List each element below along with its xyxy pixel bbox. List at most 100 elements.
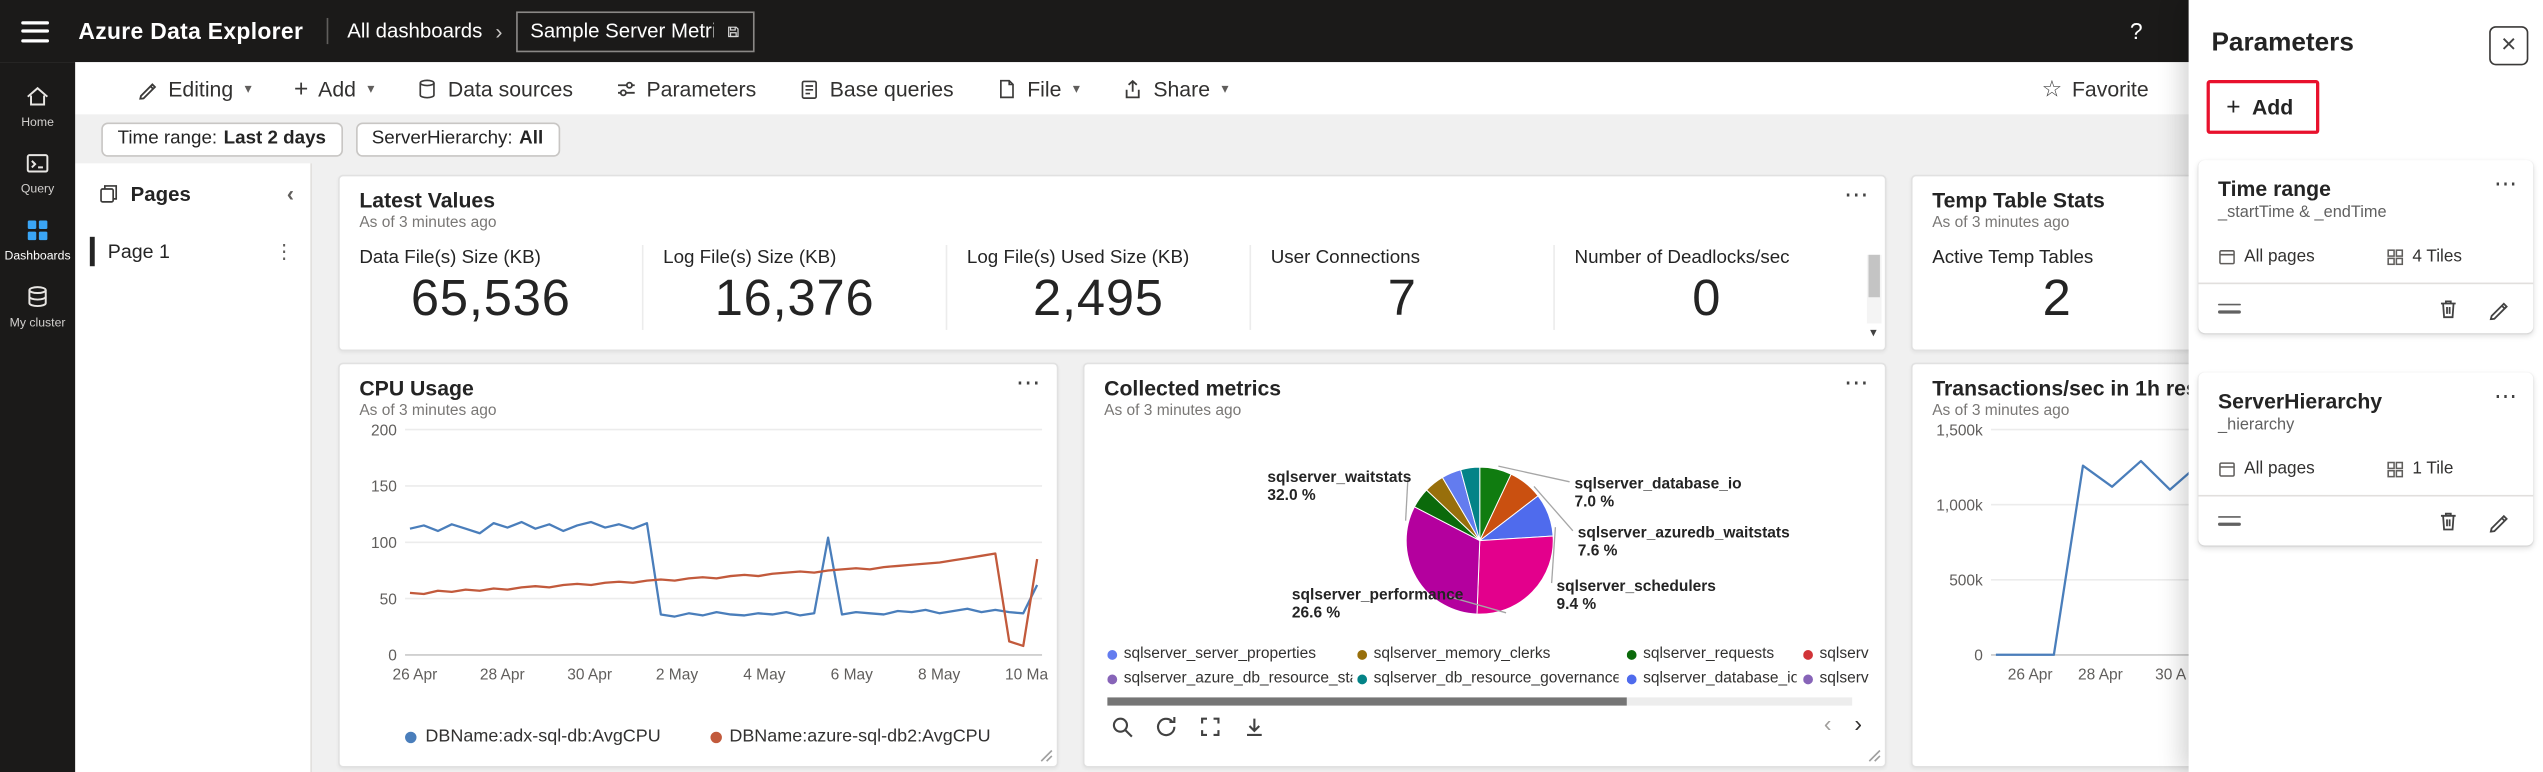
page-prev-icon[interactable]: ‹ — [1823, 710, 1832, 737]
help-button[interactable]: ? — [2129, 17, 2143, 45]
legend-label: DBName:azure-sql-db2:AvgCPU — [729, 726, 991, 747]
svg-text:sqlserver_waitstats: sqlserver_waitstats — [1267, 469, 1411, 486]
svg-text:30 A: 30 A — [2155, 666, 2187, 683]
collapse-pages-icon[interactable]: ‹ — [286, 181, 294, 206]
parameter-variables: _startTime & _endTime — [2218, 204, 2387, 223]
file-menu-button[interactable]: File ▾ — [996, 76, 1080, 100]
close-icon: × — [2501, 31, 2517, 59]
tile-resize-handle[interactable] — [1039, 748, 1054, 763]
metric-label: Log File(s) Used Size (KB) — [966, 248, 1190, 268]
page-next-icon[interactable]: › — [1854, 710, 1862, 737]
filter-chip-time-range[interactable]: Time range: Last 2 days — [101, 121, 343, 156]
add-parameter-label: Add — [2251, 94, 2294, 120]
tile-resize-handle[interactable] — [1867, 748, 1882, 763]
hamburger-menu-icon[interactable] — [21, 20, 49, 42]
svg-text:0: 0 — [1974, 648, 1983, 665]
metric-label: Data File(s) Size (KB) — [359, 248, 541, 268]
parameter-card-time-range: Time range _startTime & _endTime ⋯ All p… — [2198, 160, 2534, 334]
parameter-meta: All pages 4 Tiles — [2218, 247, 2514, 266]
legend-label: sqlserver_server_properties — [1123, 645, 1317, 664]
cpu-legend: DBName:adx-sql-db:AvgCPU DBName:azure-sq… — [340, 726, 1057, 747]
metric-value: 7 — [1387, 269, 1417, 327]
search-button[interactable] — [1107, 712, 1136, 741]
tile-title: Latest Values — [359, 187, 496, 213]
legend-item[interactable]: sqlserver_db_resource_governance — [1357, 670, 1619, 688]
parameters-button[interactable]: Parameters — [615, 76, 756, 100]
pages-header: Pages ‹ — [75, 163, 310, 220]
card-more-icon[interactable]: ⋯ — [2494, 382, 2517, 409]
page-more-icon[interactable]: ⋮ — [274, 240, 294, 263]
legend-item[interactable]: sqlserver_azure_db_resource_stats — [1107, 670, 1352, 688]
metric-value: 65,536 — [410, 269, 571, 327]
nav-item-home[interactable]: Home — [0, 83, 75, 129]
legend-item[interactable]: DBName:adx-sql-db:AvgCPU — [405, 726, 661, 747]
metric-cell: Log File(s) Used Size (KB) 2,495 — [947, 244, 1252, 330]
annotation-highlight-box: + Add — [2206, 80, 2320, 134]
legend-item[interactable]: sqlserv — [1803, 645, 1868, 663]
legend-dot — [1107, 649, 1118, 660]
editing-menu-button[interactable]: Editing ▾ — [137, 76, 252, 100]
expand-button[interactable] — [1196, 712, 1225, 741]
edit-icon[interactable] — [2488, 509, 2511, 532]
add-menu-button[interactable]: + Add ▾ — [294, 74, 374, 102]
data-sources-button[interactable]: Data sources — [417, 76, 573, 100]
tile-more-icon[interactable]: ⋯ — [1015, 369, 1041, 397]
refresh-icon — [1156, 717, 1176, 737]
svg-text:26 Apr: 26 Apr — [2008, 666, 2053, 683]
scrollbar-thumb[interactable] — [1107, 697, 1627, 706]
breadcrumb-all-dashboards[interactable]: All dashboards — [347, 19, 483, 43]
edit-icon[interactable] — [2488, 296, 2511, 320]
scrollbar-thumb[interactable] — [1868, 254, 1880, 298]
legend-item[interactable]: sqlserv — [1803, 670, 1868, 688]
page-item-page-1[interactable]: Page 1 ⋮ — [75, 230, 310, 272]
app-title[interactable]: Azure Data Explorer — [78, 17, 304, 45]
horizontal-scrollbar[interactable] — [1107, 697, 1853, 706]
scroll-down-icon[interactable]: ▾ — [1870, 325, 1877, 340]
tile-more-icon[interactable]: ⋯ — [1843, 181, 1869, 210]
filter-chip-server-hierarchy[interactable]: ServerHierarchy: All — [355, 121, 560, 156]
save-icon — [727, 25, 739, 37]
delete-icon[interactable] — [2437, 296, 2460, 319]
nav-item-my-cluster[interactable]: My cluster — [0, 284, 75, 330]
add-parameter-button[interactable]: + Add — [2211, 84, 2315, 130]
legend-item[interactable]: sqlserver_memory_clerks — [1357, 645, 1618, 663]
base-queries-button[interactable]: Base queries — [799, 76, 954, 100]
drag-handle[interactable] — [2218, 302, 2241, 313]
tile-more-icon[interactable]: ⋯ — [1843, 369, 1869, 397]
card-footer — [2218, 284, 2514, 331]
dashboard-toolbar: Editing ▾ + Add ▾ Data sources Parameter… — [75, 62, 2543, 115]
dashboard-title-input[interactable]: Sample Server Metrics Anal — [515, 10, 755, 52]
legend-label: sqlserver_azure_db_resource_stats — [1123, 669, 1353, 688]
divider — [326, 17, 328, 45]
top-app-bar: Azure Data Explorer All dashboards › Sam… — [0, 0, 2543, 63]
svg-text:1,000k: 1,000k — [1936, 497, 1983, 514]
legend-item[interactable]: sqlserver_server_properties — [1107, 645, 1352, 663]
legend-item[interactable]: sqlserver_database_io — [1626, 670, 1797, 688]
legend-item[interactable]: sqlserver_requests — [1626, 645, 1797, 663]
nav-item-dashboards[interactable]: Dashboards — [0, 217, 75, 263]
favorite-button[interactable]: ☆ Favorite — [2042, 74, 2149, 102]
parameter-meta: All pages 1 Tile — [2218, 459, 2514, 479]
svg-text:50: 50 — [380, 591, 398, 608]
legend-item[interactable]: DBName:azure-sql-db2:AvgCPU — [709, 726, 991, 747]
metric-value: 2 — [2042, 269, 2072, 327]
share-menu-button[interactable]: Share ▾ — [1122, 76, 1228, 100]
refresh-button[interactable] — [1151, 712, 1180, 741]
vertical-scrollbar[interactable] — [1866, 254, 1882, 324]
legend-pager: ‹ › — [1824, 710, 1862, 736]
chip-value: All — [519, 129, 544, 149]
svg-text:26 Apr: 26 Apr — [392, 666, 437, 683]
legend-label: DBName:adx-sql-db:AvgCPU — [425, 726, 661, 747]
svg-text:2 May: 2 May — [656, 666, 698, 683]
close-button[interactable]: × — [2489, 26, 2529, 66]
nav-item-label: My cluster — [9, 315, 66, 330]
svg-text:6 May: 6 May — [831, 666, 873, 683]
delete-icon[interactable] — [2437, 509, 2460, 532]
favorite-label: Favorite — [2071, 75, 2149, 101]
pages-title: Pages — [130, 182, 191, 205]
nav-item-query[interactable]: Query — [0, 150, 75, 196]
card-more-icon[interactable]: ⋯ — [2494, 169, 2517, 196]
download-button[interactable] — [1240, 712, 1269, 741]
svg-text:100: 100 — [371, 535, 397, 552]
drag-handle[interactable] — [2218, 515, 2241, 526]
